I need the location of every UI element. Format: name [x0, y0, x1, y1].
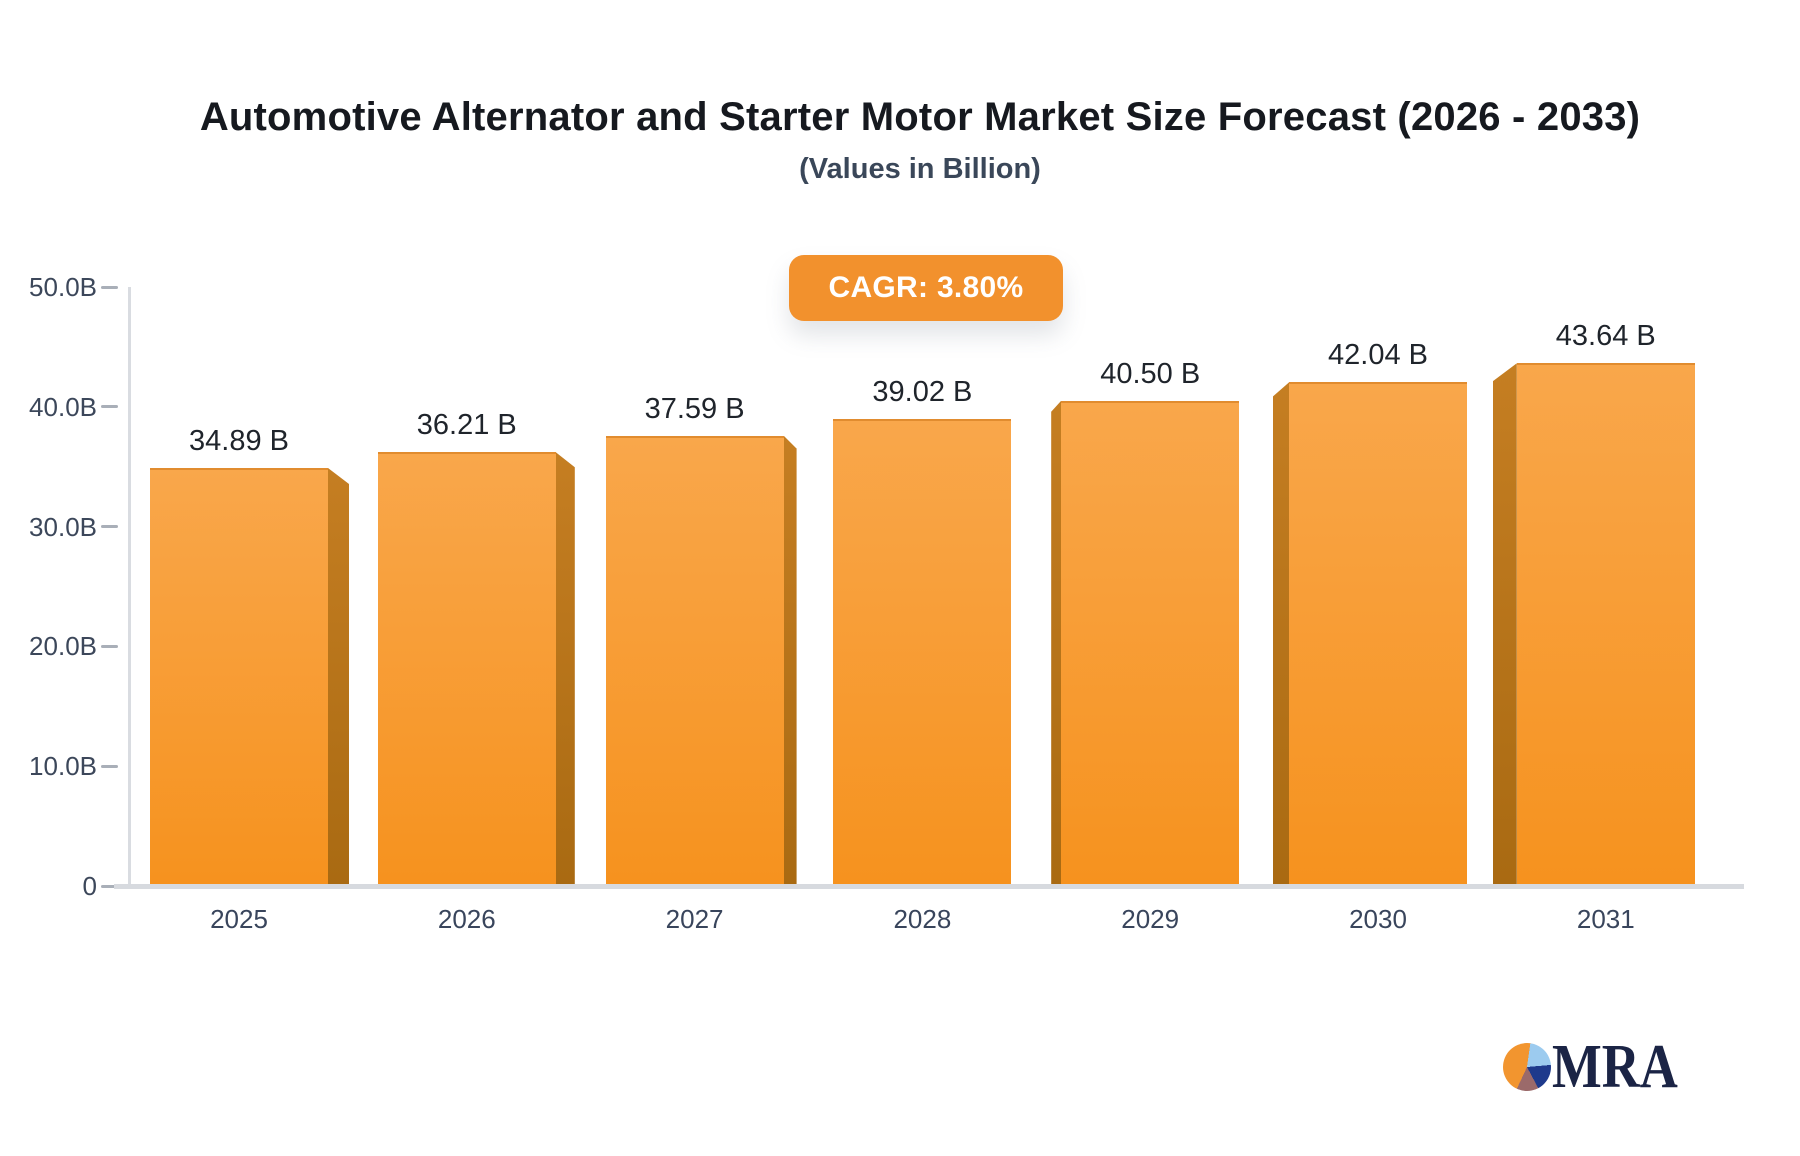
- y-axis-tick-label: 20.0B: [29, 631, 97, 662]
- chart-header: Automotive Alternator and Starter Motor …: [20, 0, 1800, 186]
- bar-value-label: 34.89 B: [189, 425, 289, 458]
- x-axis-label-2029: 2029: [1121, 904, 1180, 934]
- y-axis-tick-mark: [101, 884, 118, 888]
- bar-2031: [1516, 363, 1695, 886]
- chart-subtitle: (Values in Billion): [799, 153, 1041, 185]
- x-axis-label-2025: 2025: [210, 904, 268, 934]
- bar-side-3d: [783, 435, 797, 886]
- x-axis-label-2027: 2027: [665, 904, 724, 934]
- bar-side-3d: [1051, 400, 1062, 886]
- bar-value-label: 40.50 B: [1100, 357, 1201, 390]
- bar-2025: [150, 468, 328, 886]
- y-axis-tick-mark: [101, 764, 118, 768]
- bar-2028: [833, 418, 1012, 886]
- bar-side-3d: [1273, 382, 1289, 886]
- y-axis-tick-mark: [101, 644, 118, 648]
- cagr-badge: CAGR: 3.80%: [789, 255, 1063, 321]
- bar-value-label: 43.64 B: [1555, 320, 1656, 353]
- y-axis-tick-mark: [101, 285, 118, 289]
- y-axis-tick-label: 50.0B: [29, 272, 97, 302]
- bar-2026: [377, 452, 556, 886]
- mra-logo-text: MRA: [1552, 1033, 1678, 1101]
- y-axis-line: [128, 287, 131, 889]
- bar-2027: [605, 435, 784, 886]
- y-axis-tick-label: 30.0B: [29, 511, 97, 542]
- bar-side-3d: [1492, 363, 1517, 886]
- bar-value-label: 42.04 B: [1328, 339, 1428, 372]
- bar-value-label: 37.59 B: [644, 392, 745, 425]
- x-axis-label-2031: 2031: [1576, 904, 1635, 934]
- mra-logo-pie-icon: [1503, 1043, 1551, 1091]
- x-axis-line: [114, 884, 1744, 889]
- bar-2029: [1061, 400, 1240, 886]
- y-axis-tick-label: 40.0B: [29, 391, 97, 422]
- x-axis-label-2026: 2026: [437, 904, 496, 934]
- x-axis-label-2030: 2030: [1349, 904, 1407, 934]
- bar-2030: [1289, 382, 1467, 886]
- y-axis-tick-label: 0: [82, 871, 97, 901]
- bar-value-label: 39.02 B: [872, 375, 973, 408]
- bar-value-label: 36.21 B: [416, 409, 517, 442]
- y-axis-tick-mark: [101, 405, 118, 409]
- bar-side-3d: [555, 452, 575, 886]
- bar-side-3d: [328, 468, 349, 886]
- y-axis-tick-label: 10.0B: [29, 751, 97, 782]
- chart-title: Automotive Alternator and Starter Motor …: [199, 95, 1641, 139]
- mra-logo: MRA: [1503, 1033, 1700, 1101]
- x-axis-label-2028: 2028: [893, 904, 952, 934]
- y-axis-tick-mark: [101, 525, 118, 529]
